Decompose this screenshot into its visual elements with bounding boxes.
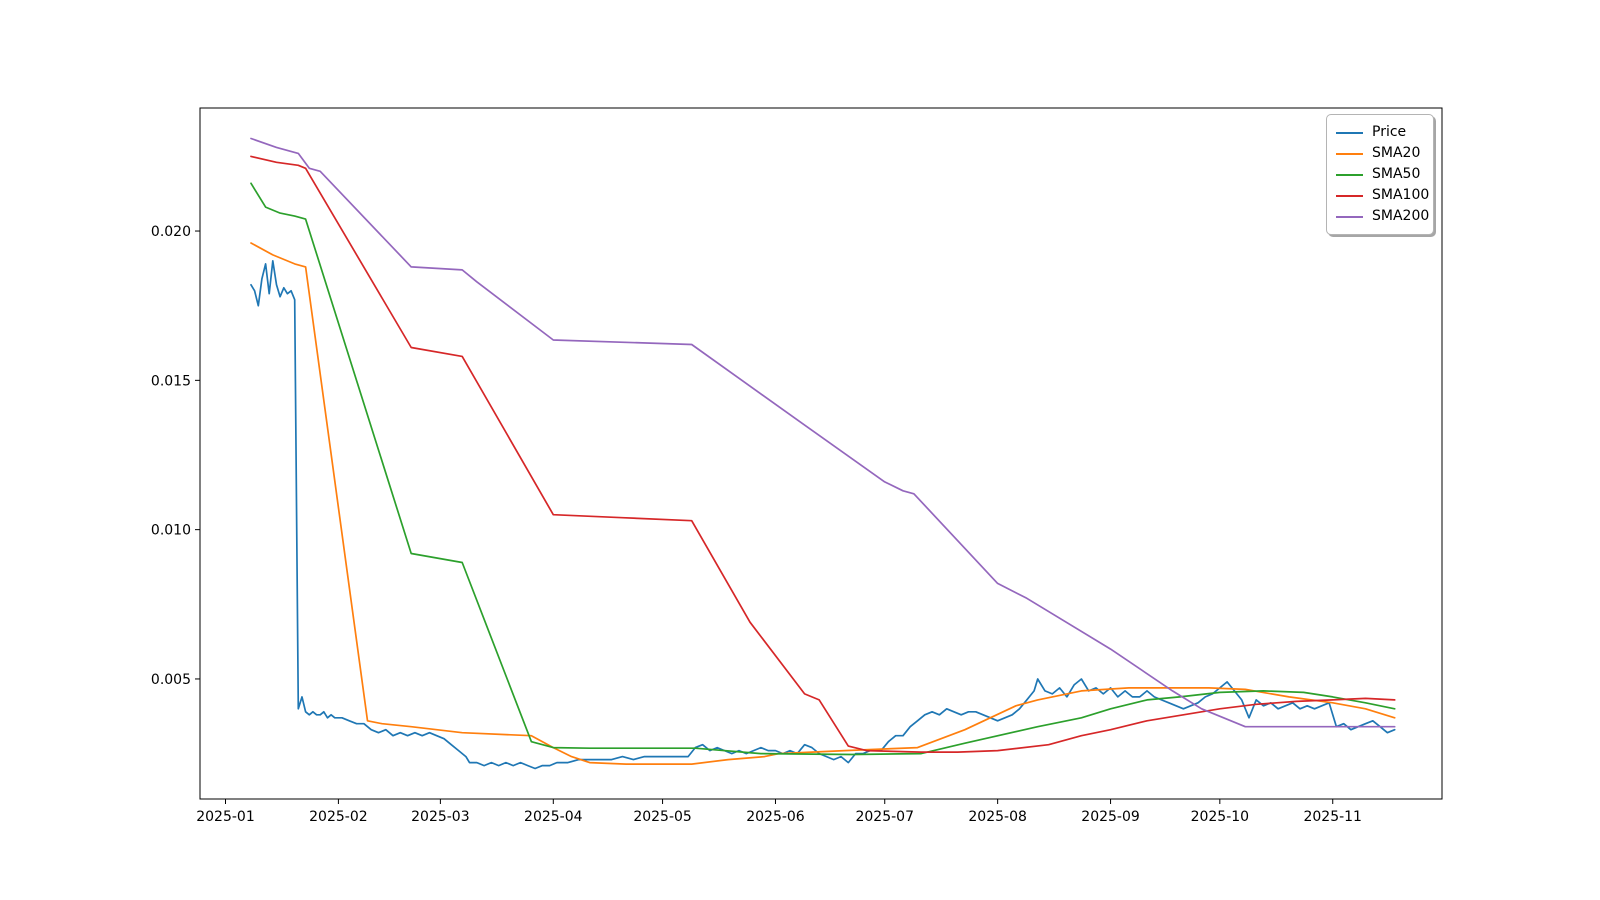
- series-line-price: [250, 260, 1396, 770]
- x-axis-tick-label: 2025-08: [968, 809, 1027, 825]
- y-axis-tick-label: 0.015: [151, 373, 191, 389]
- legend-label: SMA200: [1372, 208, 1430, 224]
- x-axis-tick-label: 2025-06: [746, 809, 805, 825]
- legend-label: Price: [1372, 124, 1407, 140]
- legend-line-swatch-icon: [1336, 215, 1363, 218]
- x-axis-tick-label: 2025-05: [633, 809, 692, 825]
- x-axis-tick-label: 2025-02: [309, 809, 368, 825]
- legend-line-swatch-icon: [1336, 152, 1363, 155]
- series-line-sma50: [250, 182, 1396, 756]
- legend-label: SMA100: [1372, 187, 1430, 203]
- series-line-sma20: [250, 242, 1396, 765]
- x-axis-tick-label: 2025-07: [855, 809, 914, 825]
- x-axis-tick-label: 2025-01: [196, 809, 255, 825]
- x-axis-tick-label: 2025-09: [1081, 809, 1140, 825]
- legend-line-swatch-icon: [1336, 194, 1363, 197]
- legend-item-sma200: SMA200: [1336, 206, 1429, 227]
- y-axis-tick-label: 0.005: [151, 672, 191, 688]
- legend-label: SMA20: [1372, 145, 1421, 161]
- legend-item-sma100: SMA100: [1336, 185, 1429, 206]
- y-axis-tick-label: 0.020: [151, 224, 191, 240]
- legend-item-price: Price: [1336, 122, 1424, 143]
- legend-item-sma20: SMA20: [1336, 143, 1424, 164]
- legend-item-sma50: SMA50: [1336, 164, 1424, 185]
- x-axis-tick-label: 2025-04: [524, 809, 583, 825]
- plot-border: [199, 107, 1443, 800]
- legend: Price SMA20 SMA50 SMA100 SMA200: [1326, 114, 1434, 235]
- legend-line-swatch-icon: [1336, 131, 1363, 134]
- series-line-sma100: [250, 155, 1396, 753]
- series-line-sma200: [250, 137, 1396, 728]
- legend-label: SMA50: [1372, 166, 1421, 182]
- y-axis-tick-label: 0.010: [151, 523, 191, 539]
- legend-line-swatch-icon: [1336, 173, 1363, 176]
- x-axis-tick-label: 2025-11: [1303, 809, 1362, 825]
- x-axis-tick-label: 2025-03: [411, 809, 470, 825]
- x-axis-tick-label: 2025-10: [1191, 809, 1250, 825]
